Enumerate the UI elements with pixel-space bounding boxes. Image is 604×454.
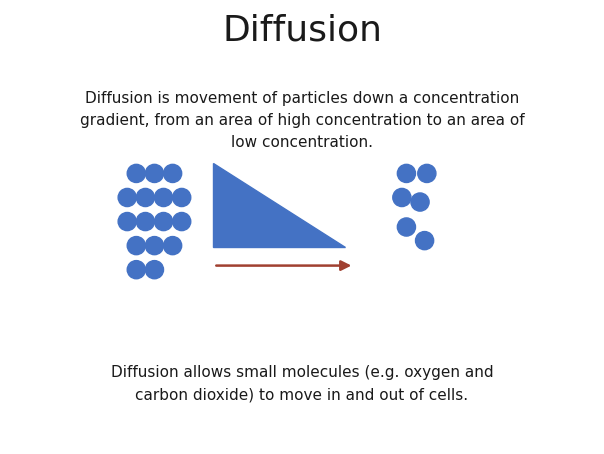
Text: Diffusion allows small molecules (e.g. oxygen and
carbon dioxide) to move in and: Diffusion allows small molecules (e.g. o… — [111, 365, 493, 403]
Circle shape — [397, 164, 416, 183]
Circle shape — [418, 164, 436, 183]
Circle shape — [155, 188, 173, 207]
Circle shape — [127, 261, 146, 279]
Circle shape — [146, 164, 164, 183]
Circle shape — [137, 212, 155, 231]
Circle shape — [118, 212, 137, 231]
Circle shape — [127, 164, 146, 183]
Circle shape — [173, 188, 191, 207]
Circle shape — [411, 193, 429, 211]
Circle shape — [127, 237, 146, 255]
Circle shape — [146, 261, 164, 279]
Polygon shape — [213, 163, 345, 247]
Circle shape — [173, 212, 191, 231]
Circle shape — [164, 164, 182, 183]
Circle shape — [146, 237, 164, 255]
Circle shape — [137, 188, 155, 207]
Circle shape — [118, 188, 137, 207]
Text: Diffusion: Diffusion — [222, 14, 382, 48]
Circle shape — [164, 237, 182, 255]
Circle shape — [393, 188, 411, 207]
Circle shape — [397, 218, 416, 236]
Circle shape — [416, 232, 434, 250]
Text: Diffusion is movement of particles down a concentration
gradient, from an area o: Diffusion is movement of particles down … — [80, 91, 524, 150]
Circle shape — [155, 212, 173, 231]
